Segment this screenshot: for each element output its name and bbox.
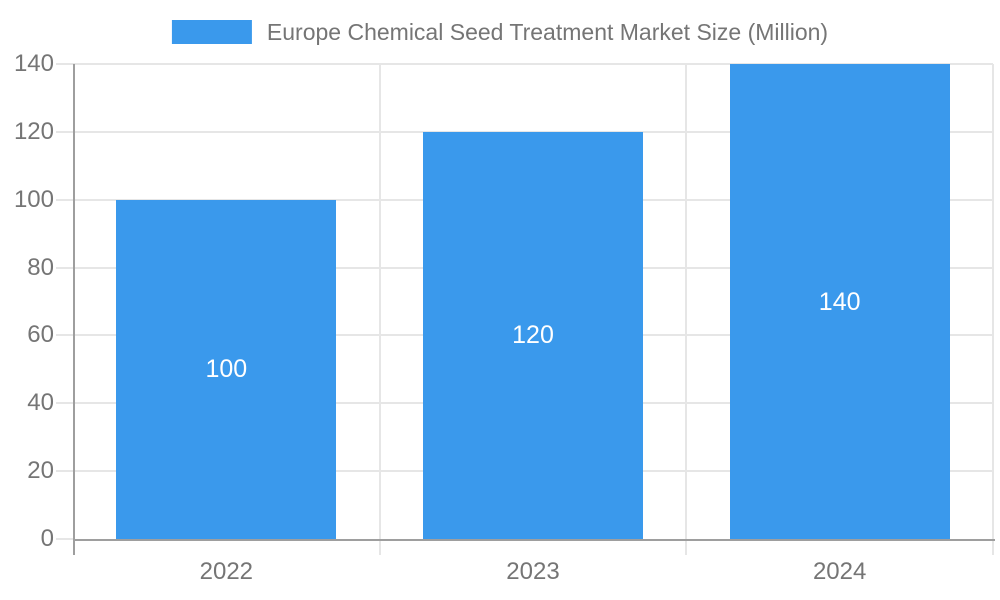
y-axis-labels: 0 20 40 60 80 100 120 140 [0, 0, 54, 600]
gridline-y-140 [56, 63, 993, 65]
y-tick-label-0: 0 [40, 525, 54, 552]
bar-value-label-2024: 140 [818, 287, 861, 316]
x-tick-label-2024: 2024 [812, 558, 867, 585]
bar-2023[interactable] [423, 131, 643, 539]
y-tick-label-20: 20 [27, 457, 54, 485]
legend-series-label: Europe Chemical Seed Treatment Market Si… [266, 19, 829, 45]
bar-2022[interactable] [116, 199, 337, 539]
plot-area: 100 120 140 [56, 63, 995, 555]
y-tick-label-40: 40 [27, 389, 54, 417]
gridline-x-3 [992, 64, 994, 555]
y-tick-label-80: 80 [27, 253, 54, 281]
y-tick-label-60: 60 [27, 321, 54, 349]
x-axis-labels: 2022 2023 2024 [73, 557, 993, 589]
gridline-x-2 [685, 64, 688, 555]
y-tick-label-100: 100 [13, 185, 54, 213]
chart-legend[interactable]: Europe Chemical Seed Treatment Market Si… [171, 19, 829, 45]
y-tick-label-120: 120 [13, 117, 54, 145]
gridline-x-1 [378, 64, 381, 555]
bar-value-label-2022: 100 [205, 355, 248, 384]
legend-swatch-icon [171, 20, 252, 44]
bar-2024[interactable] [729, 64, 950, 539]
y-axis-tick-0 [56, 538, 73, 540]
x-axis-line [73, 539, 995, 541]
x-tick-label-2022: 2022 [199, 558, 254, 585]
y-axis-line [73, 64, 75, 555]
x-tick-label-2023: 2023 [506, 558, 560, 585]
y-tick-label-140: 140 [13, 50, 54, 77]
bar-value-label-2023: 120 [512, 321, 554, 350]
